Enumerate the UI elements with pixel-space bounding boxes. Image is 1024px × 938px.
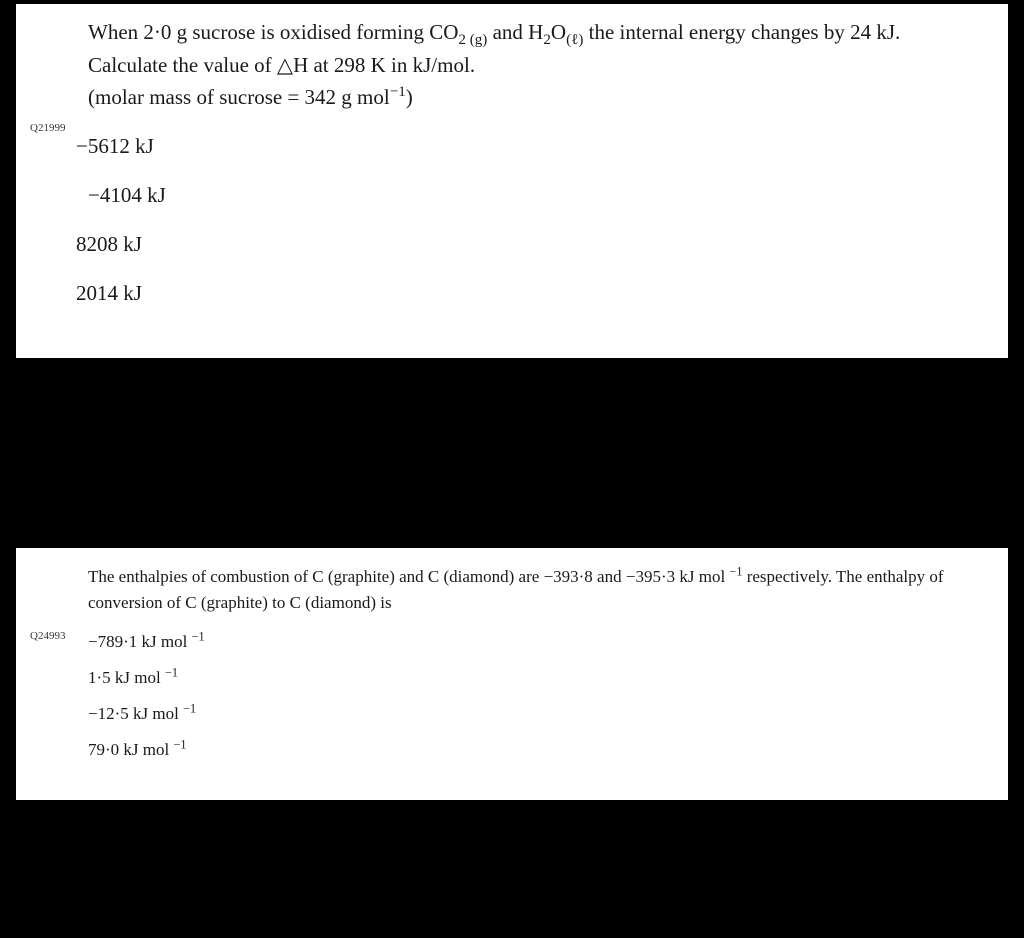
q1-sup1: −1: [390, 84, 406, 100]
option-2d[interactable]: 79·0 kJ mol −1: [88, 740, 976, 760]
q1-sub2: 2: [543, 32, 551, 48]
option-1a[interactable]: −5612 kJ: [76, 134, 976, 159]
q1-text-p2: and H: [487, 20, 543, 44]
option-1d[interactable]: 2014 kJ: [76, 281, 976, 306]
opt2d-exp: −1: [173, 738, 186, 752]
question-id-2: Q24993: [30, 630, 65, 642]
q1-text-p1: When 2·0 g sucrose is oxidised forming C…: [88, 20, 458, 44]
q1-sub1: 2: [458, 32, 469, 48]
question-card-2: Q24993 The enthalpies of combustion of C…: [16, 548, 1008, 801]
q1-text-p3: O: [551, 20, 566, 44]
option-1b[interactable]: −4104 kJ: [88, 183, 976, 208]
question-text-1: When 2·0 g sucrose is oxidised forming C…: [88, 16, 976, 114]
opt2a-exp: −1: [192, 630, 205, 644]
q1-text-p6: ): [406, 85, 413, 109]
q2-text-p1: The enthalpies of combustion of C (graph…: [88, 567, 729, 586]
q1-sub-l: (ℓ): [566, 32, 583, 48]
question-text-2: The enthalpies of combustion of C (graph…: [88, 564, 976, 617]
opt2c-exp: −1: [183, 702, 196, 716]
opt2b-exp: −1: [165, 666, 178, 680]
opt2c-val: −12·5 kJ mol: [88, 704, 183, 723]
opt2b-val: 1·5 kJ mol: [88, 668, 165, 687]
option-2c[interactable]: −12·5 kJ mol −1: [88, 704, 976, 724]
question-card-1: Q21999 When 2·0 g sucrose is oxidised fo…: [16, 4, 1008, 358]
option-2b[interactable]: 1·5 kJ mol −1: [88, 668, 976, 688]
q2-sup1: −1: [729, 564, 742, 578]
options-list-2: −789·1 kJ mol −1 1·5 kJ mol −1 −12·5 kJ …: [88, 632, 976, 760]
q1-text-p5: (molar mass of sucrose = 342 g mol: [88, 85, 390, 109]
opt2d-val: 79·0 kJ mol: [88, 740, 173, 759]
options-list-1: −5612 kJ −4104 kJ 8208 kJ 2014 kJ: [76, 134, 976, 306]
question-id-1: Q21999: [30, 122, 65, 134]
opt2a-val: −789·1 kJ mol: [88, 632, 192, 651]
option-1c[interactable]: 8208 kJ: [76, 232, 976, 257]
q1-sub-g: (g): [470, 32, 488, 48]
option-2a[interactable]: −789·1 kJ mol −1: [88, 632, 976, 652]
